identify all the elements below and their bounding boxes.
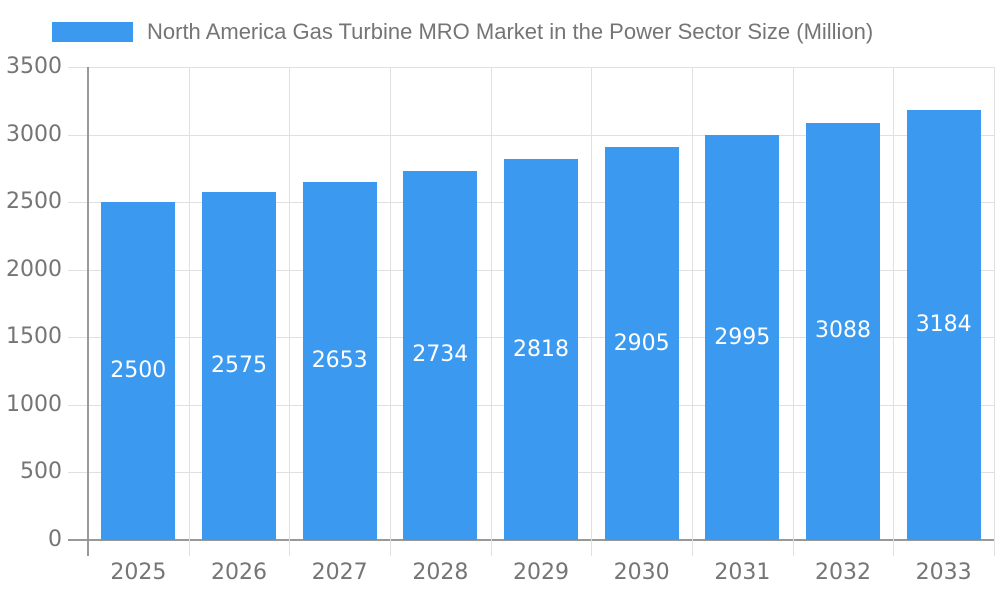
y-tick-label: 0: [48, 527, 62, 552]
y-tick-label: 500: [20, 459, 62, 484]
y-tick-label: 1500: [6, 324, 62, 349]
x-tick-label: 2033: [915, 560, 972, 585]
gridline-vertical: [591, 67, 592, 556]
bar-2031[interactable]: [705, 135, 780, 540]
legend-item[interactable]: North America Gas Turbine MRO Market in …: [52, 18, 873, 46]
bar-2025[interactable]: [101, 202, 176, 540]
x-tick-label: 2030: [613, 560, 670, 585]
y-tick-label: 1000: [6, 392, 62, 417]
gridline-vertical: [289, 67, 290, 556]
x-tick-label: 2029: [513, 560, 570, 585]
bar-2027[interactable]: [302, 181, 377, 540]
gridline-vertical: [390, 67, 391, 556]
bar-2029[interactable]: [504, 159, 578, 540]
x-tick-label: 2025: [110, 560, 167, 585]
gridline-horizontal: [68, 67, 994, 68]
gridline-vertical: [692, 67, 693, 556]
chart-title: North America Gas Turbine MRO Market in …: [147, 19, 874, 44]
y-axis-line: [87, 67, 89, 556]
y-tick-label: 3000: [6, 122, 62, 147]
x-tick-label: 2031: [714, 560, 771, 585]
gridline-vertical: [189, 67, 190, 556]
gridline-vertical: [994, 67, 995, 556]
x-axis-line: [68, 539, 994, 541]
gridline-vertical: [893, 67, 894, 556]
legend-swatch: [52, 22, 133, 42]
x-tick-label: 2028: [412, 560, 469, 585]
bar-2033[interactable]: [906, 109, 981, 540]
bar-2032[interactable]: [806, 122, 880, 540]
bar-2026[interactable]: [202, 192, 276, 540]
x-tick-label: 2032: [815, 560, 872, 585]
bar-2028[interactable]: [403, 170, 478, 540]
y-tick-label: 3500: [6, 54, 62, 79]
x-tick-label: 2026: [211, 560, 268, 585]
bar-2030[interactable]: [604, 147, 679, 540]
gridline-horizontal: [68, 135, 994, 136]
gridline-vertical: [491, 67, 492, 556]
y-tick-label: 2500: [6, 189, 62, 214]
gridline-vertical: [793, 67, 794, 556]
y-tick-label: 2000: [6, 257, 62, 282]
x-tick-label: 2027: [311, 560, 368, 585]
